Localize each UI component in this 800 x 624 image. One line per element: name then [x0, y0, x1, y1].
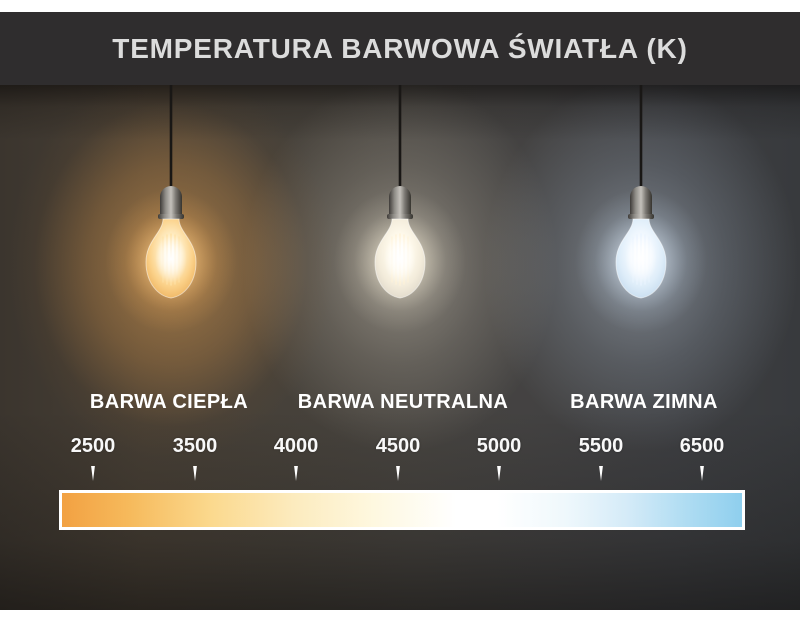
neutral-lamp	[330, 85, 470, 345]
tick-marker	[497, 466, 501, 481]
scale-value-5500: 5500	[578, 435, 624, 457]
cold-bulb-icon	[575, 85, 707, 333]
scale-value-4500: 4500	[375, 435, 421, 457]
tick-marker	[91, 466, 95, 481]
scale-value-4000: 4000	[273, 435, 319, 457]
page-title: TEMPERATURA BARWOWA ŚWIATŁA (K)	[112, 32, 688, 64]
tick-marker	[599, 466, 603, 481]
tick-marker	[193, 466, 197, 481]
header: TEMPERATURA BARWOWA ŚWIATŁA (K)	[0, 12, 800, 85]
neutral-bulb-icon	[334, 85, 466, 333]
cold-lamp	[571, 85, 711, 345]
scale-value-3500: 3500	[172, 435, 218, 457]
scale-value-5000: 5000	[476, 435, 522, 457]
scale-value-2500: 2500	[70, 435, 116, 457]
label-warm: BARWA CIEPŁA	[89, 391, 249, 413]
scale-value-6500: 6500	[679, 435, 725, 457]
warm-lamp	[101, 85, 241, 345]
warm-bulb-icon	[105, 85, 237, 333]
tick-marker	[700, 466, 704, 481]
label-neutral: BARWA NEUTRALNA	[297, 391, 509, 413]
temperature-gradient-bar	[59, 490, 745, 530]
tick-marker	[294, 466, 298, 481]
tick-marker	[396, 466, 400, 481]
label-cold: BARWA ZIMNA	[570, 391, 718, 413]
scene: BARWA CIEPŁA BARWA NEUTRALNA BARWA ZIMNA…	[0, 85, 800, 610]
